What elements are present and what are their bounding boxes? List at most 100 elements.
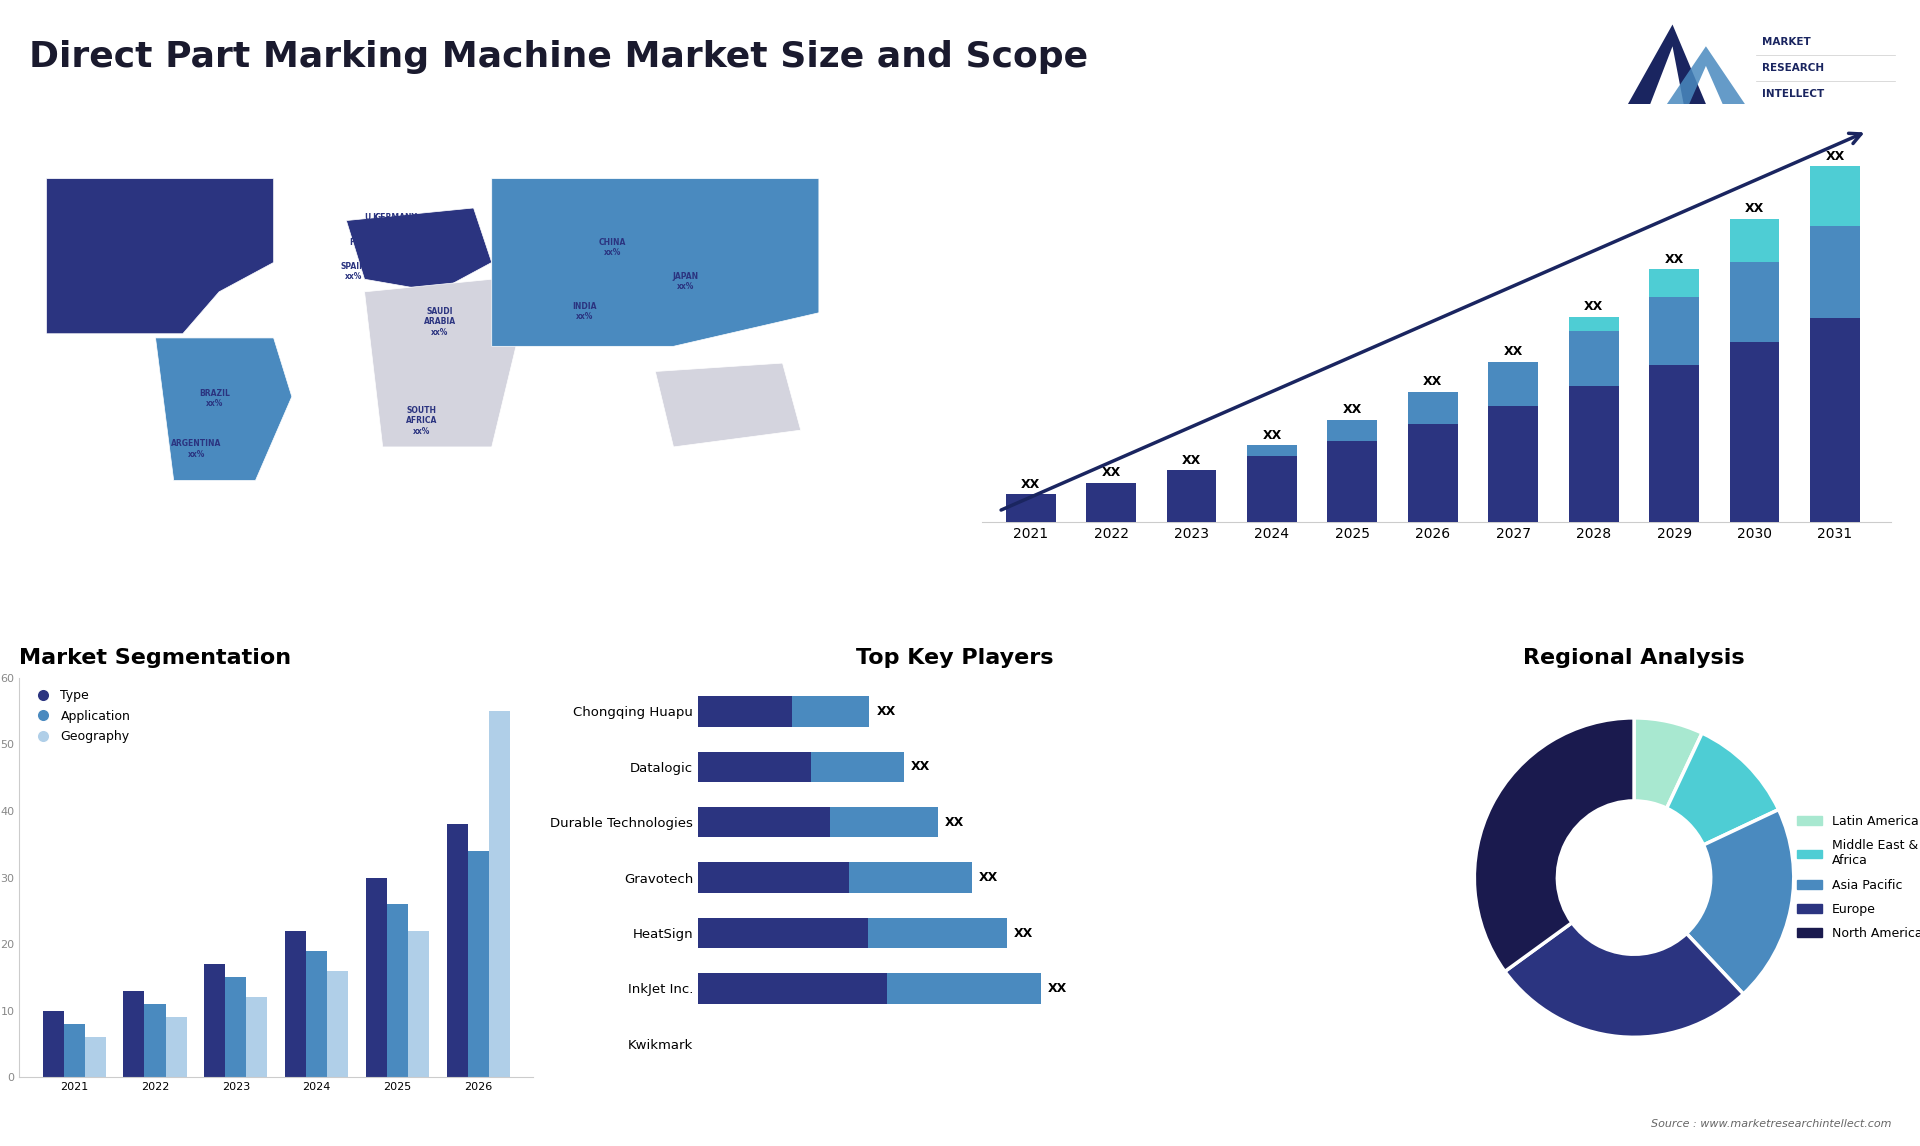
Polygon shape xyxy=(156,338,292,480)
Text: U.S.
xx%: U.S. xx% xyxy=(102,253,119,272)
Bar xyxy=(1569,331,1619,386)
Text: RESEARCH: RESEARCH xyxy=(1763,63,1824,73)
Text: BRAZIL
xx%: BRAZIL xx% xyxy=(200,388,230,408)
Text: XX: XX xyxy=(876,705,895,717)
Bar xyxy=(1248,456,1296,523)
Text: XX: XX xyxy=(1745,202,1764,215)
Text: ARGENTINA
xx%: ARGENTINA xx% xyxy=(171,439,221,458)
Polygon shape xyxy=(46,179,275,333)
Text: XX: XX xyxy=(1014,926,1033,940)
Text: XX: XX xyxy=(1048,982,1068,995)
Bar xyxy=(1248,445,1296,456)
Bar xyxy=(793,696,870,727)
Bar xyxy=(1730,219,1780,262)
Bar xyxy=(1569,386,1619,523)
Bar xyxy=(699,973,887,1004)
Title: Top Key Players: Top Key Players xyxy=(856,647,1054,668)
Text: XX: XX xyxy=(1021,478,1041,490)
Bar xyxy=(123,991,144,1077)
Bar xyxy=(490,712,511,1077)
Text: SOUTH
AFRICA
xx%: SOUTH AFRICA xx% xyxy=(407,406,438,435)
Wedge shape xyxy=(1686,809,1793,994)
Text: XX: XX xyxy=(1665,252,1684,266)
Bar xyxy=(1811,226,1860,319)
Bar xyxy=(1730,343,1780,523)
Bar xyxy=(887,973,1041,1004)
Bar xyxy=(810,752,904,782)
Text: INTELLECT: INTELLECT xyxy=(1763,89,1824,100)
Text: XX: XX xyxy=(1261,429,1281,441)
Text: FRANCE
xx%: FRANCE xx% xyxy=(349,238,384,258)
Bar xyxy=(468,851,490,1077)
Bar xyxy=(204,964,225,1077)
Text: Market Segmentation: Market Segmentation xyxy=(19,647,292,668)
Bar xyxy=(699,862,849,893)
Text: U.K.
xx%: U.K. xx% xyxy=(365,213,382,233)
Bar xyxy=(42,1011,63,1077)
Bar xyxy=(1488,362,1538,406)
Bar xyxy=(1167,470,1217,523)
Text: XX: XX xyxy=(1826,150,1845,163)
Bar xyxy=(409,931,430,1077)
Bar xyxy=(367,878,388,1077)
Bar xyxy=(699,752,810,782)
Wedge shape xyxy=(1505,923,1743,1037)
Bar xyxy=(699,696,793,727)
Polygon shape xyxy=(492,179,820,346)
Polygon shape xyxy=(346,207,492,292)
Text: XX: XX xyxy=(945,816,964,829)
Text: Direct Part Marking Machine Market Size and Scope: Direct Part Marking Machine Market Size … xyxy=(29,40,1089,74)
Bar xyxy=(246,997,267,1077)
Bar xyxy=(326,971,348,1077)
Bar xyxy=(1730,262,1780,343)
Bar xyxy=(699,807,829,838)
Text: SPAIN
xx%: SPAIN xx% xyxy=(342,262,367,282)
Bar xyxy=(1649,297,1699,364)
Text: SAUDI
ARABIA
xx%: SAUDI ARABIA xx% xyxy=(424,307,457,337)
Polygon shape xyxy=(1667,46,1745,104)
Text: JAPAN
xx%: JAPAN xx% xyxy=(672,272,699,291)
Polygon shape xyxy=(365,280,518,447)
Text: XX: XX xyxy=(910,760,929,774)
Bar xyxy=(165,1018,186,1077)
Text: CHINA
xx%: CHINA xx% xyxy=(599,238,626,258)
Text: INDIA
xx%: INDIA xx% xyxy=(572,301,597,321)
Text: CANADA
xx%: CANADA xx% xyxy=(123,198,159,218)
Bar xyxy=(63,1025,84,1077)
Bar xyxy=(225,978,246,1077)
Wedge shape xyxy=(1475,717,1634,972)
Bar xyxy=(307,951,326,1077)
Bar xyxy=(1087,482,1137,523)
Polygon shape xyxy=(1628,24,1705,104)
Text: XX: XX xyxy=(979,871,998,884)
Text: XX: XX xyxy=(1183,454,1202,466)
Text: GERMANY
xx%: GERMANY xx% xyxy=(374,213,419,233)
Bar xyxy=(849,862,972,893)
Bar xyxy=(1407,424,1457,523)
Polygon shape xyxy=(655,363,801,447)
Bar xyxy=(84,1037,106,1077)
Bar xyxy=(144,1004,165,1077)
Bar xyxy=(1327,441,1377,523)
Bar xyxy=(1811,166,1860,226)
Text: XX: XX xyxy=(1423,375,1442,388)
Text: XX: XX xyxy=(1102,466,1121,479)
Bar xyxy=(1407,392,1457,424)
Bar xyxy=(699,918,868,948)
Text: XX: XX xyxy=(1342,403,1361,416)
Bar xyxy=(1569,317,1619,331)
Bar xyxy=(1649,269,1699,297)
Legend: Latin America, Middle East &
Africa, Asia Pacific, Europe, North America: Latin America, Middle East & Africa, Asi… xyxy=(1791,810,1920,945)
Text: XX: XX xyxy=(1503,345,1523,359)
Wedge shape xyxy=(1634,717,1701,808)
Text: ITALY
xx%: ITALY xx% xyxy=(386,242,407,261)
Bar xyxy=(447,824,468,1077)
Bar xyxy=(829,807,939,838)
Wedge shape xyxy=(1667,733,1778,845)
Bar xyxy=(1811,319,1860,523)
Text: XX: XX xyxy=(1584,300,1603,314)
Bar xyxy=(1006,494,1056,523)
Title: Regional Analysis: Regional Analysis xyxy=(1523,647,1745,668)
Bar xyxy=(1649,364,1699,523)
Bar xyxy=(868,918,1006,948)
